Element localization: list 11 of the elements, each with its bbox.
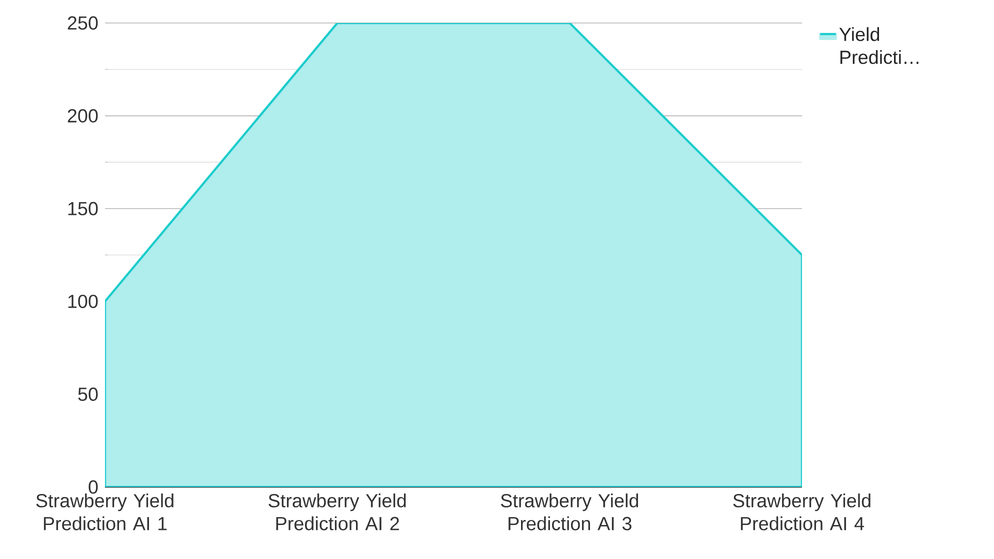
y-tick-label: 0: [88, 480, 98, 494]
x-tick-label: Strawberry Yield Prediction AI 1: [36, 494, 174, 530]
y-tick-label: 50: [78, 387, 98, 401]
x-tick-label: Strawberry Yield Prediction AI 2: [268, 494, 406, 530]
x-tick-label: Strawberry Yield Prediction AI 4: [733, 494, 870, 530]
y-tick-label: 150: [68, 202, 98, 216]
y-tick-label: 250: [68, 16, 98, 30]
legend-label: Yield Predicti…: [839, 27, 918, 64]
x-tick-label: Strawberry Yield Prediction AI 3: [500, 494, 638, 530]
y-tick-label: 100: [68, 294, 98, 308]
y-tick-label: 200: [68, 109, 98, 122]
